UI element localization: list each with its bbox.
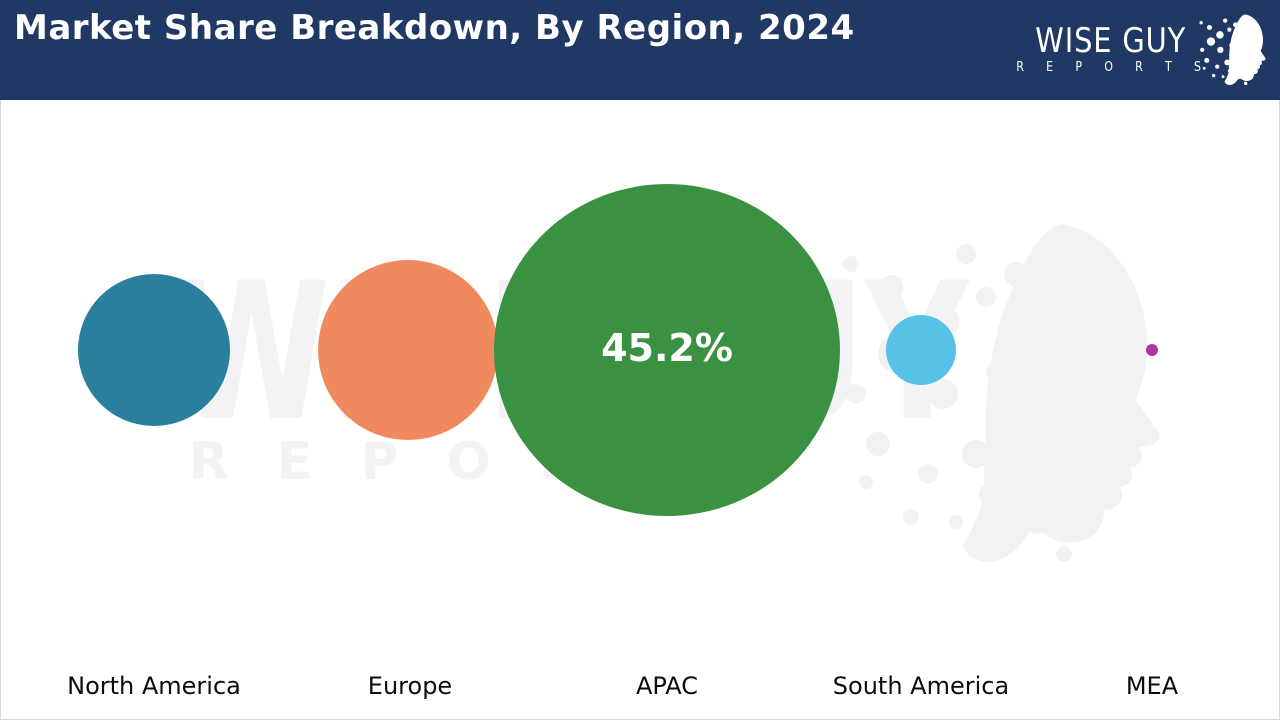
brand-logo: WISE GUY R E P O R T S <box>976 4 1268 96</box>
category-label-mea: MEA <box>1125 672 1179 700</box>
brand-logo-text: WISE GUY R E P O R T S <box>1011 24 1210 76</box>
bubble-apac <box>494 184 840 516</box>
page-title: Market Share Breakdown, By Region, 2024 <box>14 8 855 48</box>
bubble-europe <box>318 260 498 440</box>
brand-face-icon <box>1199 14 1266 85</box>
bubble-south-america <box>886 315 956 385</box>
brand-logo-line1: WISE GUY <box>1034 21 1186 61</box>
brand-logo-line2: R E P O R T S <box>1015 60 1210 75</box>
category-label-apac: APAC <box>635 672 699 700</box>
header-bar: Market Share Breakdown, By Region, 2024 … <box>0 0 1280 100</box>
category-label-europe: Europe <box>367 672 453 700</box>
category-label-south-america: South America <box>832 672 1010 700</box>
watermark-face-icon <box>843 224 1160 562</box>
chart-area: WISE GUY REPORTS 45.2% North America Eur… <box>0 100 1280 720</box>
apac-value-label: 45.2% <box>601 326 733 370</box>
category-label-north-america: North America <box>67 672 241 700</box>
bubble-mea <box>1146 344 1158 356</box>
bubble-north-america <box>78 274 230 426</box>
